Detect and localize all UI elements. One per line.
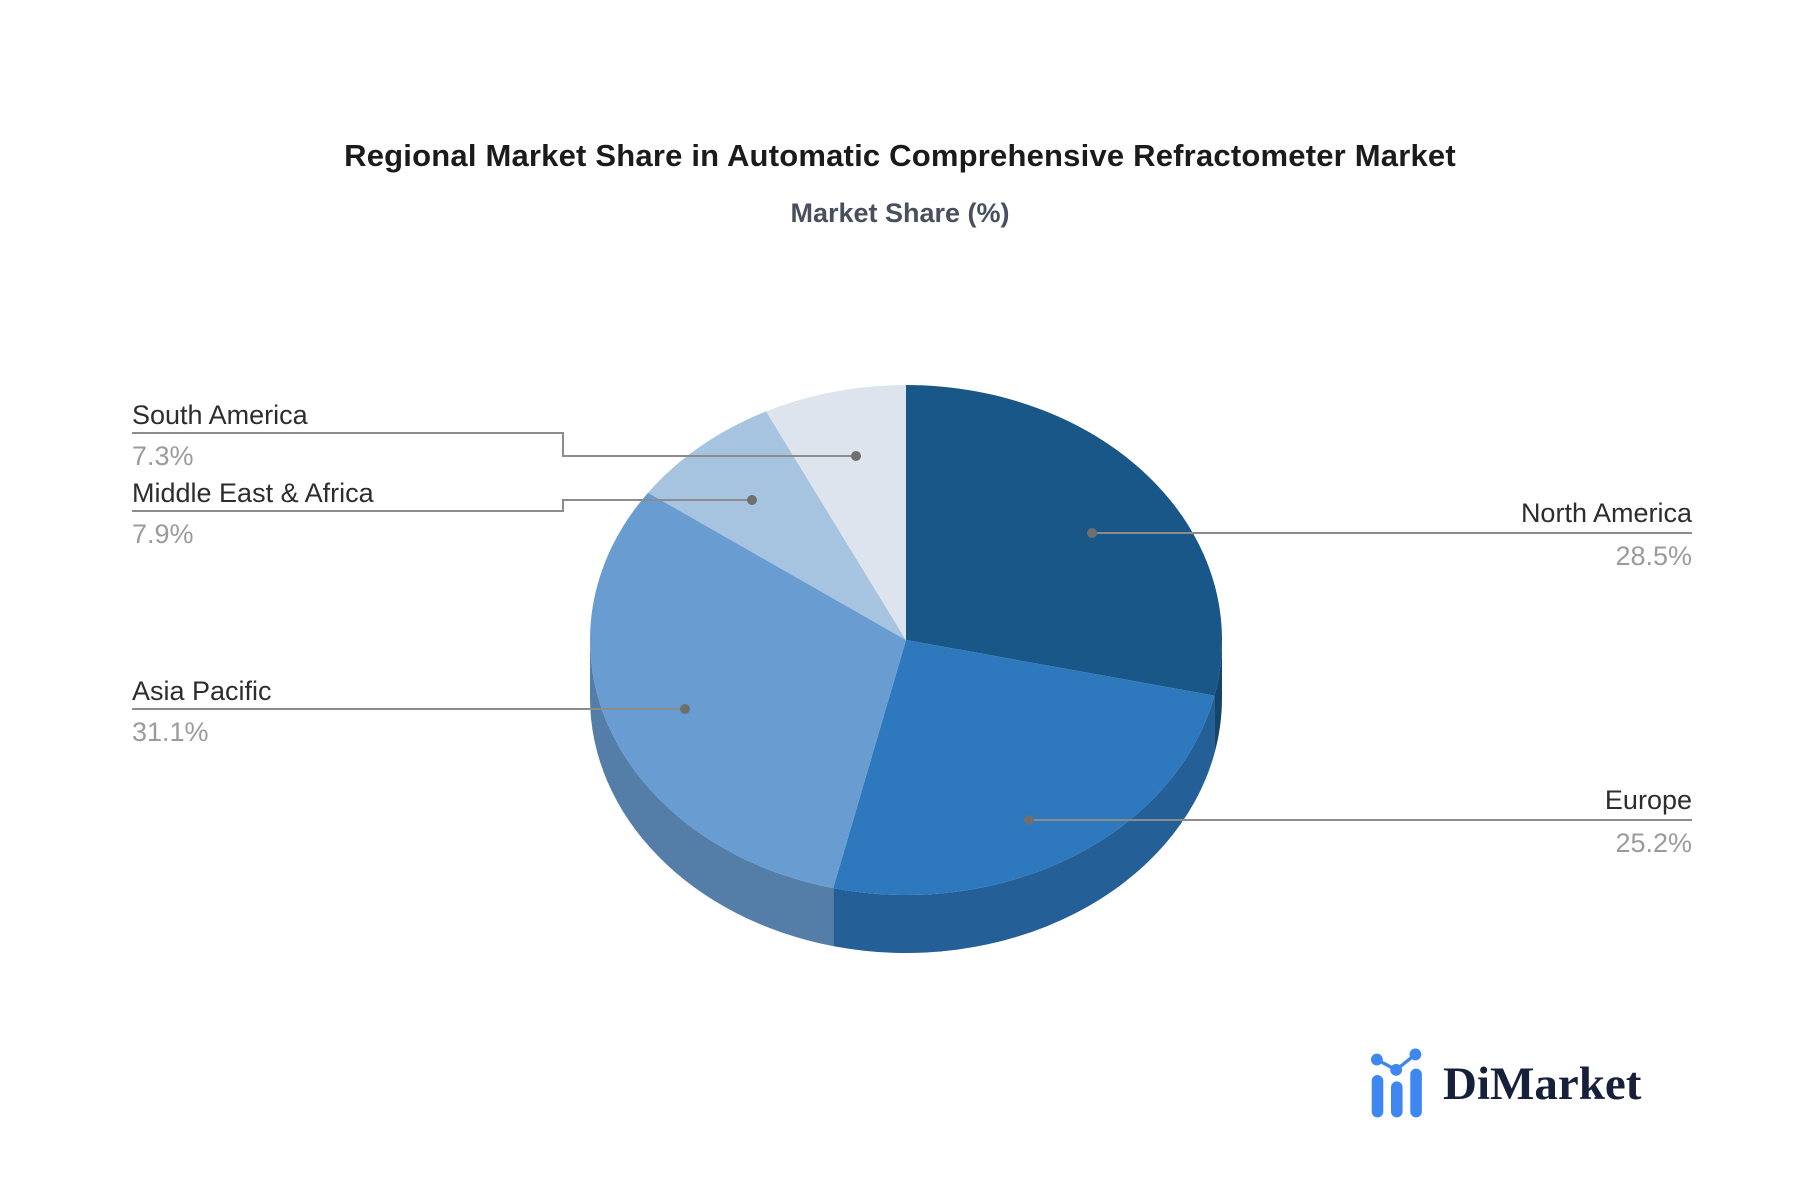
- leader-line: [132, 432, 856, 457]
- leader-line: [132, 499, 752, 512]
- slice-value-europe: 25.2%: [1615, 828, 1692, 858]
- dimarket-logo: DiMarket: [1371, 1048, 1641, 1120]
- bar-chart-logo-icon: [1371, 1048, 1422, 1118]
- pie-slice: [766, 385, 906, 640]
- slice-value-north-america: 28.5%: [1615, 541, 1692, 571]
- leader-dot: [1087, 528, 1097, 538]
- slice-label-europe: Europe: [1604, 785, 1692, 815]
- slice-label-south-america: South America: [132, 400, 308, 430]
- slice-label-north-america: North America: [1520, 498, 1692, 528]
- slice-value-asia-pacific: 31.1%: [132, 717, 209, 747]
- pie-slice: [648, 411, 906, 640]
- leader-dot: [1024, 815, 1034, 825]
- slice-label-asia-pacific: Asia Pacific: [132, 676, 272, 706]
- pie-slice-side: [590, 640, 834, 947]
- chart-title: Regional Market Share in Automatic Compr…: [344, 138, 1456, 173]
- pie-slice: [906, 385, 1222, 696]
- chart-subtitle: Market Share (%): [790, 198, 1010, 228]
- slice-label-middle-east-africa: Middle East & Africa: [132, 478, 374, 508]
- leader-dot: [680, 704, 690, 714]
- leader-dot: [747, 495, 757, 505]
- pie-slice-side: [1214, 640, 1222, 754]
- logo-text: DiMarket: [1443, 1058, 1642, 1110]
- slice-value-middle-east-africa: 7.9%: [132, 519, 194, 549]
- slice-value-south-america: 7.3%: [132, 441, 194, 471]
- leader-dot: [851, 451, 861, 461]
- pie-slice-side: [833, 695, 1215, 954]
- pie-slice: [590, 492, 906, 889]
- pie-slice: [833, 640, 1215, 895]
